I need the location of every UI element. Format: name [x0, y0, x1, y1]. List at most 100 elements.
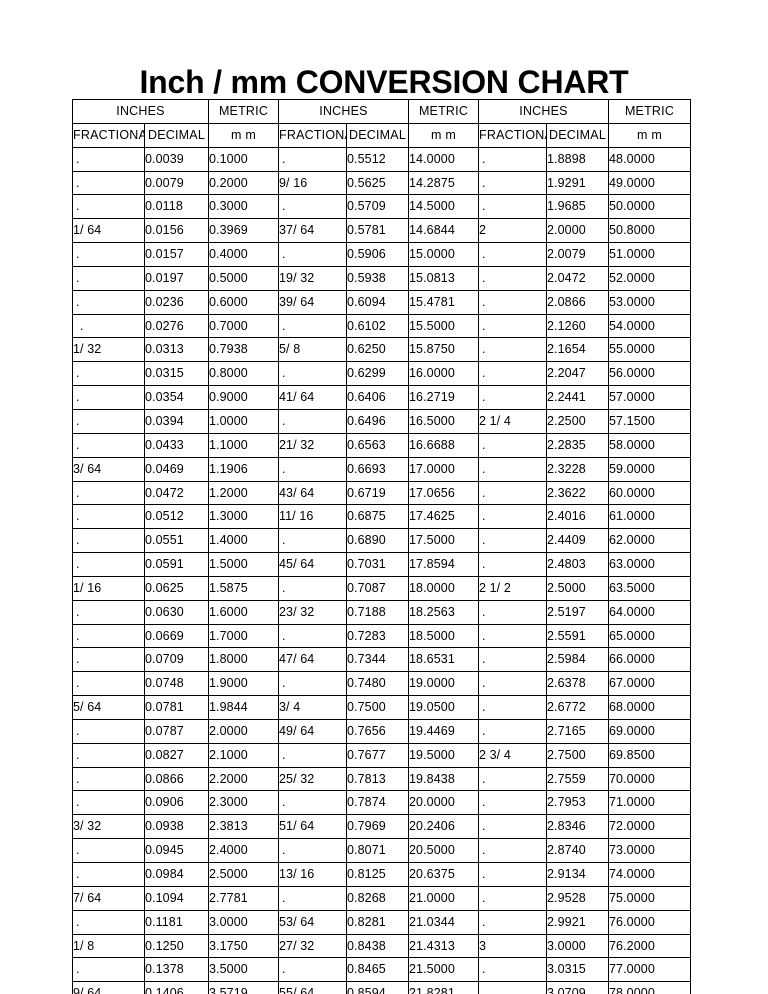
conversion-table-container: INCHES METRIC INCHES METRIC INCHES METRI… — [72, 99, 691, 994]
col-header-mm-1: m m — [208, 122, 279, 148]
cell-mm-2: 16.0000 — [408, 361, 479, 387]
cell-mm-1: 3.5000 — [208, 957, 279, 983]
cell-decimal-3: 2.4409 — [546, 528, 609, 554]
cell-decimal-1: 0.0313 — [144, 337, 209, 363]
cell-fractional-3: . — [478, 695, 547, 720]
col-header-decimal-2: DECIMAL — [346, 122, 409, 148]
cell-mm-2: 19.4469 — [408, 718, 479, 744]
cell-fractional-1: 1/ 16 — [72, 575, 145, 601]
cell-mm-3: 76.0000 — [608, 909, 691, 935]
cell-decimal-1: 0.0472 — [144, 480, 209, 506]
table-row: 1/ 16 0.0625 1.5875. 0.7087 18.0000 2 1/ 2 2.5… — [72, 575, 691, 601]
cell-fractional-1: 3/ 32 — [72, 814, 145, 840]
cell-decimal-1: 0.0938 — [144, 814, 209, 840]
cell-fractional-2: 13/ 16 — [278, 862, 347, 887]
table-row: . 0.0236 0.6000 39/ 64 0.6094 15.4781. 2.0866 5… — [72, 289, 691, 315]
cell-decimal-2: 0.8071 — [346, 838, 409, 863]
cell-mm-3: 50.0000 — [608, 194, 691, 220]
cell-mm-1: 0.2000 — [208, 170, 279, 196]
cell-mm-2: 16.5000 — [408, 408, 479, 434]
cell-mm-3: 77.0000 — [608, 957, 691, 983]
cell-fractional-1: 7/ 64 — [72, 885, 145, 911]
cell-mm-1: 0.3969 — [208, 218, 279, 244]
cell-fractional-1: . — [72, 265, 145, 291]
cell-mm-2: 21.4313 — [408, 933, 479, 959]
cell-fractional-3: . — [478, 671, 547, 697]
cell-fractional-3: . — [478, 265, 547, 291]
cell-decimal-3: 3.0315 — [546, 957, 609, 983]
cell-fractional-3: . — [478, 981, 547, 994]
table-row: 5/ 64 0.0781 1.9844 3/ 4 0.7500 19.0500. 2.677… — [72, 695, 691, 720]
cell-mm-2: 14.2875 — [408, 170, 479, 196]
cell-fractional-3: . — [478, 957, 547, 983]
cell-decimal-3: 2.0866 — [546, 289, 609, 315]
cell-mm-2: 16.6688 — [408, 432, 479, 458]
cell-decimal-1: 0.0781 — [144, 695, 209, 720]
cell-mm-2: 20.5000 — [408, 838, 479, 863]
cell-decimal-1: 0.0433 — [144, 432, 209, 458]
table-row: . 0.0118 0.3000. 0.5709 14.5000. 1.9685 50.000… — [72, 194, 691, 220]
cell-mm-1: 1.3000 — [208, 504, 279, 530]
cell-fractional-2: . — [278, 957, 347, 983]
cell-mm-3: 57.0000 — [608, 385, 691, 410]
cell-fractional-2: . — [278, 528, 347, 554]
cell-fractional-2: . — [278, 408, 347, 434]
cell-decimal-1: 0.1181 — [144, 909, 209, 935]
cell-fractional-3: . — [478, 790, 547, 816]
cell-decimal-3: 2.7165 — [546, 718, 609, 744]
cell-fractional-1: . — [72, 385, 145, 410]
col-header-fractional-2: FRACTIONAL — [278, 122, 347, 148]
cell-mm-2: 15.5000 — [408, 313, 479, 339]
cell-fractional-1: . — [72, 599, 145, 625]
cell-fractional-3: . — [478, 480, 547, 506]
cell-decimal-3: 2.4803 — [546, 552, 609, 577]
cell-fractional-3: . — [478, 838, 547, 863]
cell-mm-3: 64.0000 — [608, 599, 691, 625]
cell-fractional-2: . — [278, 361, 347, 387]
cell-mm-1: 0.5000 — [208, 265, 279, 291]
cell-decimal-1: 0.1250 — [144, 933, 209, 959]
cell-fractional-2: 53/ 64 — [278, 909, 347, 935]
cell-mm-2: 18.6531 — [408, 647, 479, 673]
cell-decimal-1: 0.0236 — [144, 289, 209, 315]
group-header-inches-2: INCHES — [278, 99, 409, 124]
cell-fractional-1: . — [72, 766, 145, 792]
cell-mm-1: 0.4000 — [208, 242, 279, 267]
cell-mm-2: 19.0000 — [408, 671, 479, 697]
cell-mm-1: 2.1000 — [208, 742, 279, 768]
cell-decimal-3: 2.6378 — [546, 671, 609, 697]
cell-mm-1: 1.8000 — [208, 647, 279, 673]
cell-mm-1: 1.5875 — [208, 575, 279, 601]
cell-fractional-3: . — [478, 242, 547, 267]
cell-decimal-2: 0.6693 — [346, 456, 409, 482]
cell-fractional-2: . — [278, 313, 347, 339]
table-row: . 0.0827 2.1000. 0.7677 19.5000 2 3/ 4 2.7500 6… — [72, 742, 691, 768]
cell-decimal-3: 2.5591 — [546, 623, 609, 649]
cell-mm-2: 17.0000 — [408, 456, 479, 482]
table-row: . 0.0906 2.3000. 0.7874 20.0000. 2.7953 71.000… — [72, 790, 691, 816]
cell-decimal-3: 2.8740 — [546, 838, 609, 863]
cell-mm-3: 69.8500 — [608, 742, 691, 768]
cell-mm-2: 17.5000 — [408, 528, 479, 554]
cell-fractional-2: 21/ 32 — [278, 432, 347, 458]
cell-fractional-1: . — [72, 242, 145, 267]
cell-decimal-2: 0.6406 — [346, 385, 409, 410]
table-row: . 0.0157 0.4000. 0.5906 15.0000. 2.0079 51.000… — [72, 242, 691, 267]
cell-decimal-2: 0.6250 — [346, 337, 409, 363]
cell-mm-2: 18.5000 — [408, 623, 479, 649]
cell-fractional-2: . — [278, 838, 347, 863]
cell-mm-1: 1.1000 — [208, 432, 279, 458]
cell-fractional-1: . — [72, 862, 145, 887]
cell-mm-3: 76.2000 — [608, 933, 691, 959]
table-row: . 0.0039 0.1000. 0.5512 14.0000. 1.8898 48.000… — [72, 146, 691, 172]
cell-fractional-3: . — [478, 146, 547, 172]
cell-decimal-2: 0.7969 — [346, 814, 409, 840]
cell-fractional-3: . — [478, 862, 547, 887]
cell-fractional-2: . — [278, 456, 347, 482]
table-row: . 0.0354 0.9000 41/ 64 0.6406 16.2719. 2.2441 5… — [72, 385, 691, 410]
cell-mm-2: 20.2406 — [408, 814, 479, 840]
cell-fractional-1: 3/ 64 — [72, 456, 145, 482]
cell-fractional-3: . — [478, 599, 547, 625]
cell-mm-1: 3.1750 — [208, 933, 279, 959]
cell-fractional-2: 9/ 16 — [278, 170, 347, 196]
